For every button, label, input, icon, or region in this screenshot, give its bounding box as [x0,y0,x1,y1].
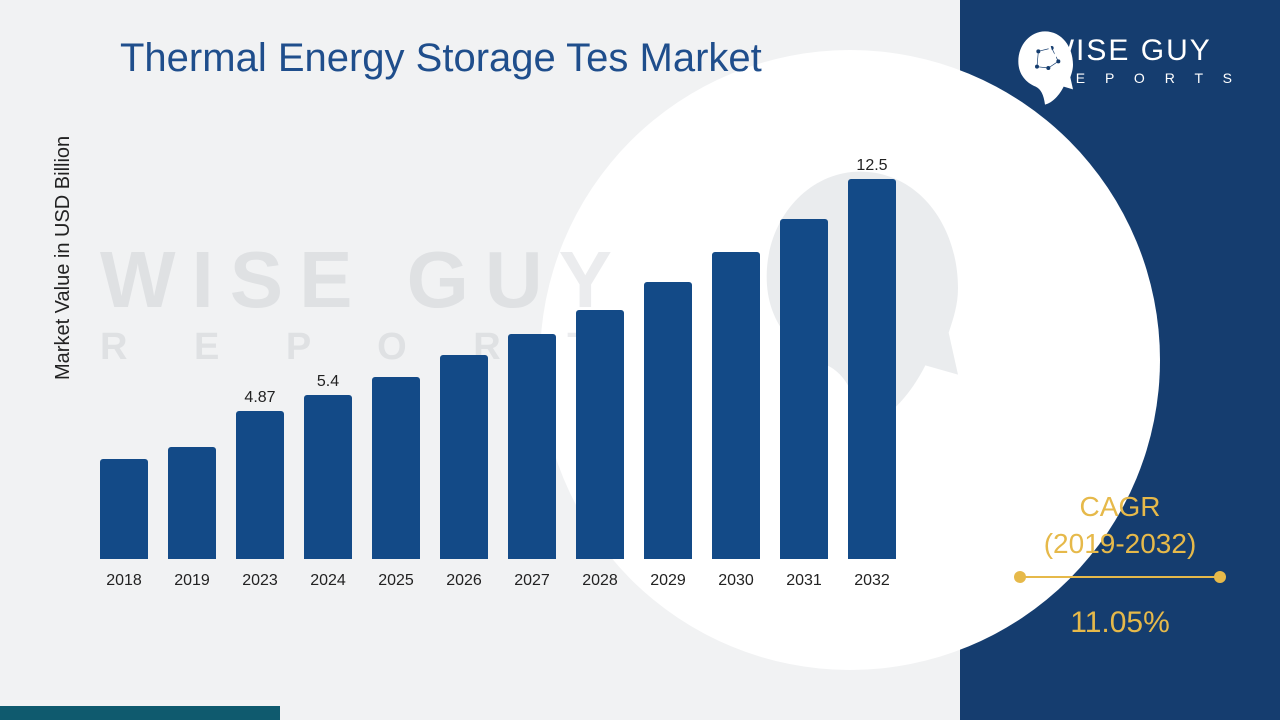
bar [372,377,420,559]
x-axis-labels: 2018 2019 2023 2024 2025 2026 2027 2028 2029 2030… [100,572,900,590]
bar [508,334,556,559]
bar-group: 12.5 [848,179,896,559]
bar-group [712,252,760,559]
bar-value-label: 12.5 [842,157,902,175]
bar-value-label: 4.87 [230,389,290,407]
bar [848,179,896,559]
x-tick-label: 2030 [712,572,760,590]
x-tick-label: 2025 [372,572,420,590]
bar [644,282,692,559]
cagr-block: CAGR (2019-2032) 11.05% [1000,489,1240,640]
bar-group: 5.4 [304,395,352,559]
plot-area: 4.87 5.4 12.5 [100,180,900,560]
logo-line1: WISE GUY [1046,34,1240,68]
cagr-value: 11.05% [1000,606,1240,640]
bar-chart: Market Value in USD Billion 4.875.412.5 … [80,170,900,600]
x-tick-label: 2027 [508,572,556,590]
x-tick-label: 2026 [440,572,488,590]
cagr-divider [1020,576,1220,578]
chart-title: Thermal Energy Storage Tes Market [120,36,762,81]
y-axis-label: Market Value in USD Billion [52,136,75,380]
bar [576,310,624,559]
bar-group [372,377,420,559]
bar-group [100,459,148,559]
bar-value-label: 5.4 [298,373,358,391]
bar [236,411,284,559]
bar [440,355,488,559]
bottom-accent-bar [0,706,280,720]
x-tick-label: 2018 [100,572,148,590]
bar-group: 4.87 [236,411,284,559]
bar-group [168,447,216,559]
cagr-label-line1: CAGR [1080,491,1161,522]
x-tick-label: 2023 [236,572,284,590]
x-tick-label: 2019 [168,572,216,590]
x-tick-label: 2032 [848,572,896,590]
logo-line2: R E P O R T S [1046,70,1240,86]
bar [780,219,828,559]
x-tick-label: 2024 [304,572,352,590]
bar-group [576,310,624,559]
bar-group [508,334,556,559]
x-tick-label: 2031 [780,572,828,590]
cagr-label-line2: (2019-2032) [1044,528,1197,559]
logo-text: WISE GUY R E P O R T S [1046,34,1240,86]
bar [100,459,148,559]
bar [712,252,760,559]
page-root: WISE GUY R E P O R T S Thermal Energy St… [0,0,1280,720]
bar-group [780,219,828,559]
cagr-label: CAGR (2019-2032) [1000,489,1240,562]
x-tick-label: 2028 [576,572,624,590]
x-tick-label: 2029 [644,572,692,590]
bar-group [644,282,692,559]
bar-group [440,355,488,559]
bar [304,395,352,559]
bar [168,447,216,559]
